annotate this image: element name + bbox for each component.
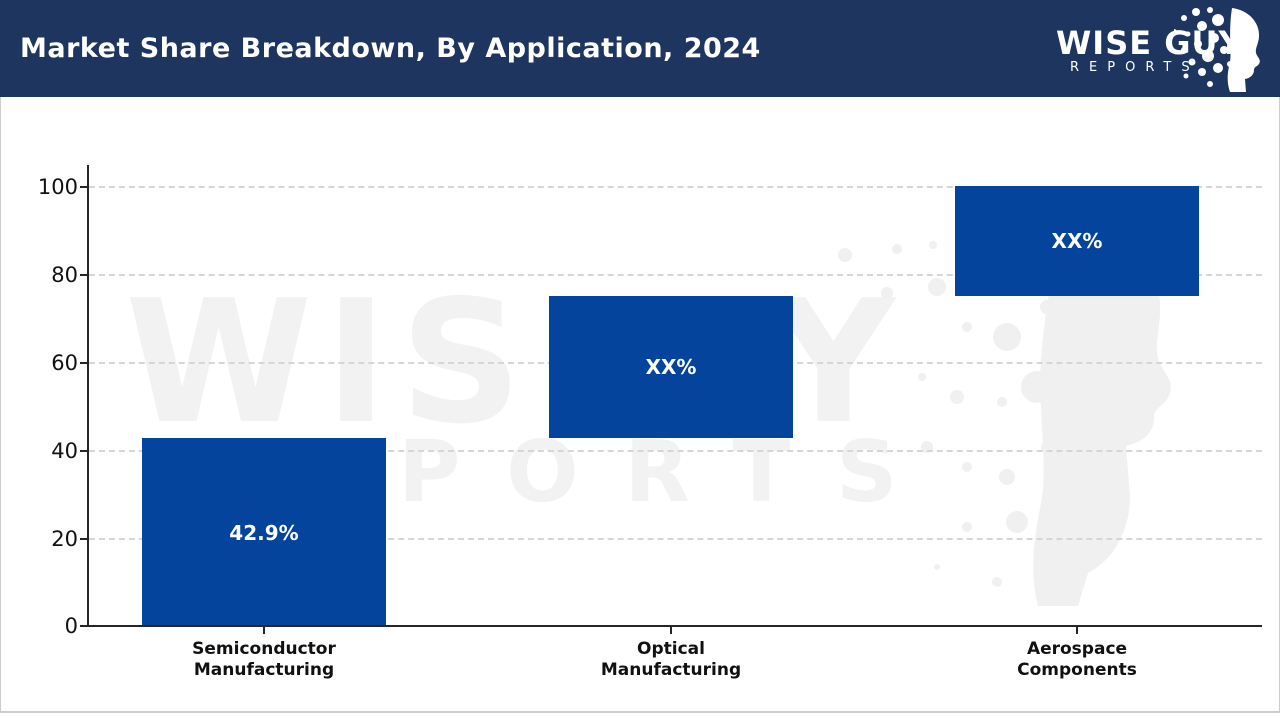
bar-semiconductor-manufacturing: 42.9% bbox=[142, 438, 386, 627]
gridline-80 bbox=[89, 274, 1262, 276]
x-tick-mark bbox=[1076, 627, 1078, 634]
gridline-100 bbox=[89, 186, 1262, 188]
category-line: Semiconductor bbox=[192, 639, 336, 659]
category-line: Manufacturing bbox=[193, 660, 335, 680]
watermark-dots bbox=[838, 248, 852, 262]
bar-optical-manufacturing: XX% bbox=[549, 296, 793, 438]
category-line: Aerospace bbox=[1026, 639, 1128, 659]
y-tick-mark bbox=[80, 538, 88, 540]
y-tick-label-60: 60 bbox=[51, 351, 78, 375]
gridline-40 bbox=[89, 450, 1262, 452]
category-line: Components bbox=[1017, 660, 1137, 680]
y-tick-mark bbox=[80, 186, 88, 188]
category-line: Manufacturing bbox=[600, 660, 742, 680]
y-axis-line bbox=[87, 165, 89, 627]
y-tick-label-100: 100 bbox=[37, 175, 78, 199]
y-tick-mark bbox=[80, 274, 88, 276]
watermark-ports-text: PORTS bbox=[398, 423, 944, 522]
bar-value-label: XX% bbox=[1051, 229, 1103, 253]
face-profile-icon bbox=[1174, 7, 1260, 92]
x-axis-category-semiconductor: Semiconductor Manufacturing bbox=[114, 639, 414, 681]
bar-aerospace-components: XX% bbox=[955, 186, 1199, 296]
bar-value-label: 42.9% bbox=[229, 520, 299, 545]
x-tick-mark bbox=[670, 627, 672, 634]
gridline-20 bbox=[89, 538, 1262, 540]
y-tick-label-0: 0 bbox=[64, 614, 78, 638]
page-title: Market Share Breakdown, By Application, … bbox=[20, 33, 761, 64]
x-axis-line bbox=[87, 625, 1262, 627]
y-tick-label-80: 80 bbox=[51, 263, 78, 287]
header-bar: Market Share Breakdown, By Application, … bbox=[0, 0, 1280, 97]
x-tick-mark bbox=[263, 627, 265, 634]
wise-guy-reports-logo: WISE GUY REPORTS bbox=[1010, 0, 1270, 97]
y-tick-mark bbox=[80, 625, 88, 627]
watermark-face-icon bbox=[1033, 236, 1171, 606]
category-line: Optical bbox=[637, 639, 705, 659]
bar-value-label: XX% bbox=[645, 355, 697, 379]
logo-subtitle: REPORTS bbox=[1070, 60, 1200, 75]
y-tick-label-40: 40 bbox=[51, 439, 78, 463]
y-tick-mark bbox=[80, 450, 88, 452]
y-tick-mark bbox=[80, 362, 88, 364]
x-axis-category-optical: Optical Manufacturing bbox=[521, 639, 821, 681]
y-tick-label-20: 20 bbox=[51, 527, 78, 551]
x-axis-category-aerospace: Aerospace Components bbox=[927, 639, 1227, 681]
